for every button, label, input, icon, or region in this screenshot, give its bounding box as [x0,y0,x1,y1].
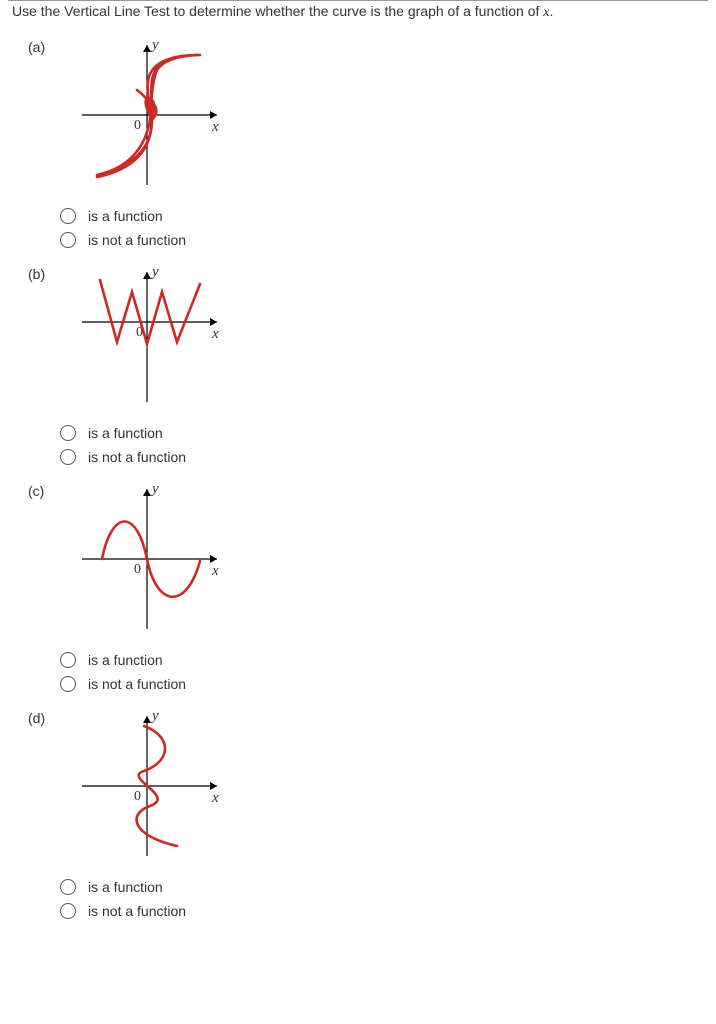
option-a-isfn[interactable]: is a function [60,208,716,224]
origin-label: 0 [134,118,141,133]
option-label: is not a function [88,676,186,692]
option-a-notfn[interactable]: is not a function [60,232,716,248]
option-label: is a function [88,879,163,895]
option-b-isfn[interactable]: is a function [60,425,716,441]
x-axis-label: x [211,790,219,806]
instruction-suffix: . [550,3,554,19]
options-d: is a function is not a function [60,879,716,919]
x-axis-label: x [211,563,219,579]
option-d-isfn[interactable]: is a function [60,879,716,895]
instruction-text: Use the Vertical Line Test to determine … [12,3,543,19]
option-label: is not a function [88,232,186,248]
option-c-notfn[interactable]: is not a function [60,676,716,692]
question-instruction: Use the Vertical Line Test to determine … [0,3,716,25]
option-c-isfn[interactable]: is a function [60,652,716,668]
option-label: is not a function [88,449,186,465]
radio-icon[interactable] [60,232,76,248]
part-label-b: (b) [28,262,58,282]
x-axis-label: x [211,326,219,342]
origin-label: 0 [134,562,141,577]
graph-c: y x 0 [62,479,232,642]
option-label: is a function [88,652,163,668]
option-label: is a function [88,425,163,441]
option-label: is a function [88,208,163,224]
option-b-notfn[interactable]: is not a function [60,449,716,465]
options-c: is a function is not a function [60,652,716,692]
part-label-a: (a) [28,35,58,55]
options-b: is a function is not a function [60,425,716,465]
part-label-d: (d) [28,706,58,726]
graph-d: y x 0 [62,706,232,869]
origin-label: 0 [134,789,141,804]
radio-icon[interactable] [60,208,76,224]
radio-icon[interactable] [60,879,76,895]
part-label-c: (c) [28,479,58,499]
y-axis-label: y [150,481,159,497]
option-label: is not a function [88,903,186,919]
part-b: (b) y x 0 [40,262,716,415]
radio-icon[interactable] [60,652,76,668]
y-axis-label: y [150,264,159,280]
y-axis-label: y [150,37,159,53]
part-d: (d) y x 0 [40,706,716,869]
y-axis-label: y [150,708,159,724]
options-a: is a function is not a function [60,208,716,248]
radio-icon[interactable] [60,903,76,919]
radio-icon[interactable] [60,449,76,465]
radio-icon[interactable] [60,676,76,692]
x-axis-label: x [211,119,219,135]
part-a: (a) y x 0 [40,35,716,198]
graph-a: y x 0 [62,35,232,198]
graph-b: y x 0 [62,262,232,415]
part-c: (c) y x 0 [40,479,716,642]
option-d-notfn[interactable]: is not a function [60,903,716,919]
radio-icon[interactable] [60,425,76,441]
